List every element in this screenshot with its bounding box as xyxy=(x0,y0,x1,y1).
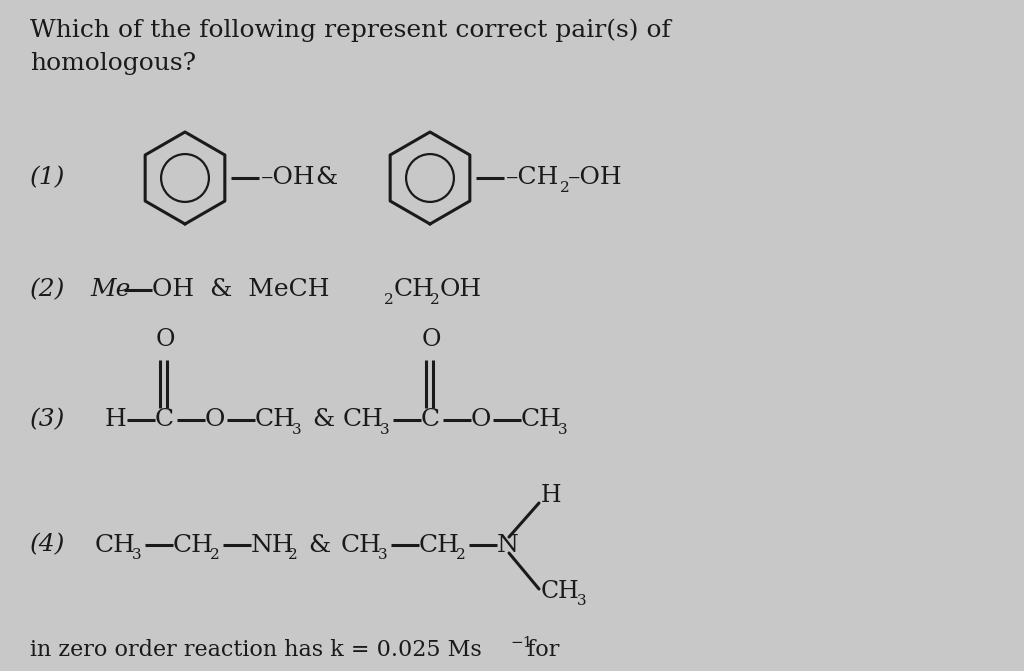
Text: O: O xyxy=(205,409,225,431)
Text: CH: CH xyxy=(95,533,136,556)
Text: –OH: –OH xyxy=(568,166,623,189)
Text: CH: CH xyxy=(173,533,214,556)
Text: NH: NH xyxy=(251,533,295,556)
Text: –CH: –CH xyxy=(506,166,559,189)
Text: &: & xyxy=(301,533,339,556)
Text: 2: 2 xyxy=(384,293,394,307)
Text: for: for xyxy=(520,639,559,661)
Text: −1: −1 xyxy=(510,636,532,650)
Text: 3: 3 xyxy=(132,548,141,562)
Text: N: N xyxy=(497,533,519,556)
Text: O: O xyxy=(422,328,441,351)
Text: (2): (2) xyxy=(30,278,66,301)
Text: &: & xyxy=(315,166,337,189)
Text: (1): (1) xyxy=(30,166,66,189)
Text: 3: 3 xyxy=(378,548,388,562)
Text: –OH: –OH xyxy=(261,166,315,189)
Text: CH: CH xyxy=(541,580,580,603)
Text: 2: 2 xyxy=(288,548,298,562)
Text: 2: 2 xyxy=(430,293,439,307)
Text: OH  &  MeCH: OH & MeCH xyxy=(152,278,330,301)
Text: 2: 2 xyxy=(560,181,569,195)
Text: 3: 3 xyxy=(577,594,587,608)
Text: 2: 2 xyxy=(456,548,466,562)
Text: homologous?: homologous? xyxy=(30,52,197,75)
Text: O: O xyxy=(156,328,175,351)
Text: Which of the following represent correct pair(s) of: Which of the following represent correct… xyxy=(30,18,671,42)
Text: 3: 3 xyxy=(558,423,567,437)
Text: CH: CH xyxy=(341,533,382,556)
Text: C: C xyxy=(155,409,174,431)
Text: in zero order reaction has k = 0.025 Ms: in zero order reaction has k = 0.025 Ms xyxy=(30,639,481,661)
Text: CH: CH xyxy=(394,278,435,301)
Text: (4): (4) xyxy=(30,533,66,556)
Text: &: & xyxy=(305,409,343,431)
Text: CH: CH xyxy=(343,409,384,431)
Text: (3): (3) xyxy=(30,409,66,431)
Text: 3: 3 xyxy=(380,423,389,437)
Text: Me: Me xyxy=(90,278,130,301)
Text: CH: CH xyxy=(419,533,460,556)
Text: 2: 2 xyxy=(210,548,220,562)
Text: H: H xyxy=(105,409,127,431)
Text: H: H xyxy=(541,484,561,507)
Text: OH: OH xyxy=(440,278,482,301)
Text: C: C xyxy=(421,409,440,431)
Text: 3: 3 xyxy=(292,423,302,437)
Text: O: O xyxy=(471,409,492,431)
Text: CH: CH xyxy=(521,409,562,431)
Text: CH: CH xyxy=(255,409,296,431)
